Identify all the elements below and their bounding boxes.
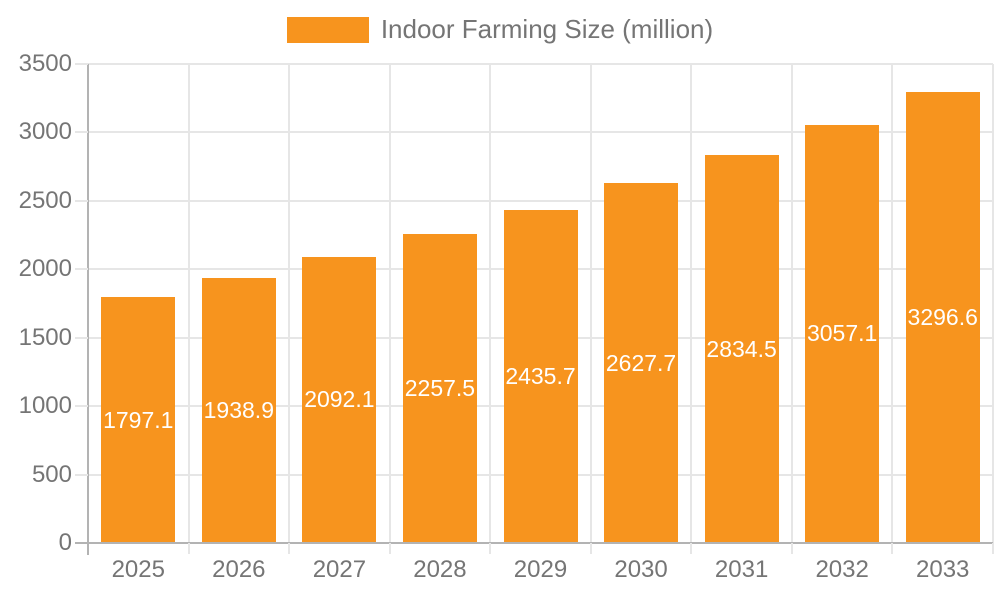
bar[interactable]: 2627.7 [604, 183, 679, 543]
x-axis-tick [790, 543, 793, 554]
y-axis-tick [75, 473, 88, 476]
x-tick-label: 2029 [513, 556, 568, 583]
x-axis-tick [489, 543, 492, 554]
gridline-vertical [388, 64, 391, 543]
y-tick-label: 3500 [18, 50, 72, 77]
bar-value-label: 3296.6 [907, 303, 978, 330]
bar-value-label: 2092.1 [304, 386, 375, 413]
bar-value-label: 2257.5 [404, 375, 476, 402]
x-axis-tick [992, 543, 994, 554]
y-axis-tick [75, 405, 88, 408]
x-tick-label: 2032 [815, 556, 869, 583]
bar[interactable]: 1938.9 [201, 277, 276, 543]
y-tick-label: 1000 [18, 392, 72, 420]
gridline-vertical [790, 64, 793, 543]
legend-label: Indoor Farming Size (million) [380, 14, 714, 44]
x-axis-tick [589, 543, 592, 554]
bar[interactable]: 2257.5 [402, 234, 477, 543]
gridline-vertical [288, 64, 291, 543]
x-axis-tick [690, 543, 693, 554]
bar[interactable]: 2092.1 [302, 256, 377, 543]
gridline-vertical [992, 64, 994, 543]
bar[interactable]: 1797.1 [101, 297, 176, 543]
x-tick-label: 2031 [714, 556, 769, 583]
bar-value-label: 2834.5 [706, 335, 777, 362]
gridline-vertical [187, 64, 190, 543]
y-tick-label: 1500 [18, 323, 72, 351]
bar-value-label: 1938.9 [203, 396, 274, 423]
bar-value-label: 1797.1 [103, 406, 174, 433]
y-tick-label: 2000 [18, 255, 72, 283]
gridline-vertical [891, 64, 894, 543]
x-tick-label: 2028 [413, 556, 467, 583]
y-axis-tick [75, 336, 88, 339]
gridline-horizontal [88, 63, 993, 65]
x-tick-label: 2025 [111, 556, 165, 583]
x-axis-tick [288, 543, 291, 554]
y-axis-line [87, 64, 89, 555]
y-tick-label: 0 [58, 529, 72, 556]
x-axis-tick [388, 543, 391, 554]
y-axis-tick [75, 199, 88, 202]
y-tick-label: 3000 [18, 118, 72, 146]
y-axis-tick [75, 268, 88, 271]
gridline-horizontal [88, 131, 993, 134]
bar[interactable]: 3057.1 [805, 124, 880, 543]
bar[interactable]: 3296.6 [905, 91, 980, 543]
legend-item[interactable]: Indoor Farming Size (million) [0, 14, 1000, 45]
x-tick-label: 2033 [916, 556, 970, 583]
y-tick-label: 500 [31, 460, 72, 488]
gridline-vertical [589, 64, 592, 543]
x-tick-label: 2026 [212, 556, 266, 583]
y-axis-tick [75, 63, 88, 65]
y-axis-tick [75, 131, 88, 134]
x-axis-tick [891, 543, 894, 554]
gridline-vertical [690, 64, 693, 543]
plot-area: 1797.1 1938.9 2092.1 2257.5 2435.7 2627.7 2834… [88, 63, 994, 543]
bar[interactable]: 2435.7 [503, 209, 578, 543]
x-axis-tick [187, 543, 190, 554]
gridline-horizontal [88, 199, 993, 202]
x-axis-line [75, 542, 993, 544]
y-tick-label: 2500 [18, 186, 72, 214]
bar[interactable]: 2834.5 [704, 155, 779, 543]
x-tick-label: 2027 [312, 556, 367, 583]
bar-value-label: 3057.1 [806, 320, 878, 347]
bar-value-label: 2435.7 [505, 362, 576, 389]
x-tick-label: 2030 [614, 556, 668, 583]
gridline-vertical [489, 64, 492, 543]
bar-value-label: 2627.7 [605, 349, 677, 376]
legend-swatch [286, 16, 369, 43]
